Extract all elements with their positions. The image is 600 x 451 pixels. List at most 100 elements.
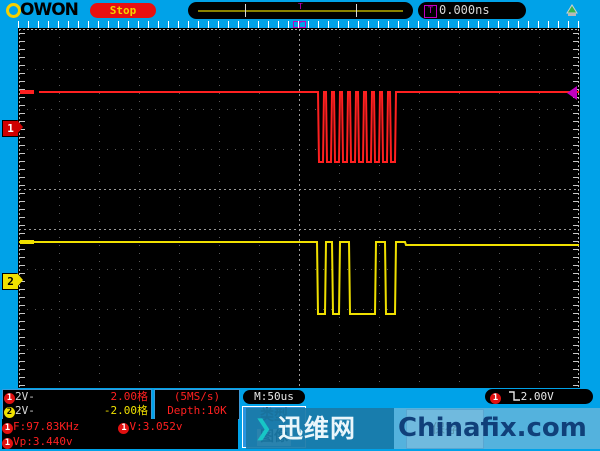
grid-row <box>19 349 579 350</box>
ruler-tick <box>338 21 339 28</box>
edge-tick <box>19 257 25 258</box>
edge-tick <box>19 313 25 314</box>
channel-1-level-marker[interactable] <box>20 90 34 94</box>
edge-tick <box>19 73 25 74</box>
watermark-chinese-text: 迅维网 <box>278 414 357 443</box>
edge-tick <box>573 129 579 130</box>
ruler-tick <box>428 21 429 28</box>
edge-tick <box>573 193 579 194</box>
ruler-tick <box>478 21 479 28</box>
ruler-tick <box>18 21 19 28</box>
waveform-display[interactable] <box>18 28 580 390</box>
edge-tick <box>573 41 579 42</box>
edge-tick <box>573 33 579 34</box>
edge-tick <box>19 225 25 226</box>
edge-tick <box>19 329 25 330</box>
trace-ch1 <box>39 91 579 163</box>
edge-tick <box>19 145 25 146</box>
grid-row <box>19 229 579 230</box>
ruler-tick <box>378 21 379 28</box>
ruler-tick <box>88 21 89 28</box>
ruler-tick <box>558 21 559 28</box>
edge-tick <box>19 289 25 290</box>
ruler-tick <box>398 21 399 28</box>
run-stop-button[interactable]: Stop <box>90 3 156 18</box>
measure-peak-voltage: Vp:3.440v <box>13 435 73 448</box>
watermark-chevron-icon: ❯ <box>254 416 273 441</box>
edge-tick <box>19 41 25 42</box>
edge-tick <box>573 161 579 162</box>
trigger-readout[interactable]: 1 2.00V <box>485 389 593 404</box>
edge-tick <box>573 337 579 338</box>
ruler-tick <box>468 21 469 28</box>
edge-tick <box>19 345 25 346</box>
ruler-tick <box>198 21 199 28</box>
top-ruler: T <box>0 21 600 29</box>
edge-tick <box>573 169 579 170</box>
channel-2-settings-row[interactable]: 2 2V- -2.00格 <box>3 404 151 418</box>
grid-row <box>19 309 579 310</box>
edge-tick <box>19 81 25 82</box>
grid-column <box>59 29 60 389</box>
edge-tick <box>19 217 25 218</box>
channel-settings-box[interactable]: 1 2V- 2.00格 2 2V- -2.00格 <box>2 389 152 420</box>
trigger-channel-badge: 1 <box>490 393 501 404</box>
edge-tick <box>573 177 579 178</box>
ruler-tick <box>68 21 69 28</box>
slider-trigger-marker: T <box>298 2 303 11</box>
edge-tick <box>19 33 25 34</box>
ruler-tick <box>208 21 209 28</box>
channel-1-scale: 2V- <box>15 390 35 403</box>
edge-tick <box>19 201 25 202</box>
ruler-tick <box>488 21 489 28</box>
edge-tick <box>573 233 579 234</box>
channel-2-position-marker[interactable]: 2 <box>2 273 19 290</box>
ruler-tick <box>538 21 539 28</box>
edge-tick <box>19 369 25 370</box>
edge-tick <box>19 97 25 98</box>
ruler-tick <box>298 21 299 28</box>
measure-frequency: F:97.83KHz <box>13 420 80 433</box>
watermark-right-panel <box>394 408 600 449</box>
ruler-tick <box>218 21 219 28</box>
grid-column <box>459 29 460 389</box>
edge-tick <box>19 337 25 338</box>
edge-tick <box>19 185 25 186</box>
measurements-box: 1 F:97.83KHz 1 V:3.052v 1 Vp:3.440v <box>2 419 238 449</box>
ruler-tick <box>148 21 149 28</box>
grid-column <box>499 29 500 389</box>
channel-2-marker-pointer <box>17 273 23 287</box>
trace-ch2 <box>19 241 579 315</box>
grid-row <box>19 109 579 110</box>
measure-voltage: V:3.052v <box>129 420 183 433</box>
channel-2-level-marker[interactable] <box>20 240 34 244</box>
ruler-tick <box>38 21 39 28</box>
edge-tick <box>573 201 579 202</box>
edge-tick <box>19 353 25 354</box>
grid-row <box>19 269 579 270</box>
grid-column <box>419 29 420 389</box>
channel-2-offset: -2.00格 <box>103 404 148 417</box>
edge-tick <box>19 305 25 306</box>
timebase-readout[interactable]: M:50us <box>243 390 305 404</box>
edge-tick <box>19 177 25 178</box>
ruler-tick <box>458 21 459 28</box>
grid-column <box>299 29 300 389</box>
ruler-tick <box>318 21 319 28</box>
edge-tick <box>573 217 579 218</box>
edge-tick <box>19 321 25 322</box>
edge-tick <box>573 377 579 378</box>
ruler-tick <box>108 21 109 28</box>
edge-tick <box>573 113 579 114</box>
channel-1-marker-pointer <box>17 120 23 134</box>
trigger-level-arrow-icon[interactable] <box>567 86 577 100</box>
edge-tick <box>19 169 25 170</box>
edge-tick <box>19 105 25 106</box>
edge-tick <box>19 209 25 210</box>
horizontal-position-slider[interactable]: T <box>188 2 413 19</box>
ruler-tick <box>78 21 79 28</box>
channel-1-settings-row[interactable]: 1 2V- 2.00格 <box>3 390 151 404</box>
edge-tick <box>19 377 25 378</box>
ruler-tick <box>258 21 259 28</box>
ruler-tick <box>128 21 129 28</box>
